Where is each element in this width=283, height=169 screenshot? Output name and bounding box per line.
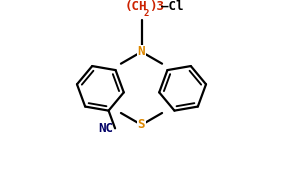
Text: (CH: (CH xyxy=(125,0,147,13)
Text: 2: 2 xyxy=(144,9,149,18)
Text: S: S xyxy=(138,118,145,131)
Text: NC: NC xyxy=(98,122,113,135)
Text: —Cl: —Cl xyxy=(161,0,183,13)
Text: )3: )3 xyxy=(149,0,164,13)
Text: N: N xyxy=(138,45,145,58)
